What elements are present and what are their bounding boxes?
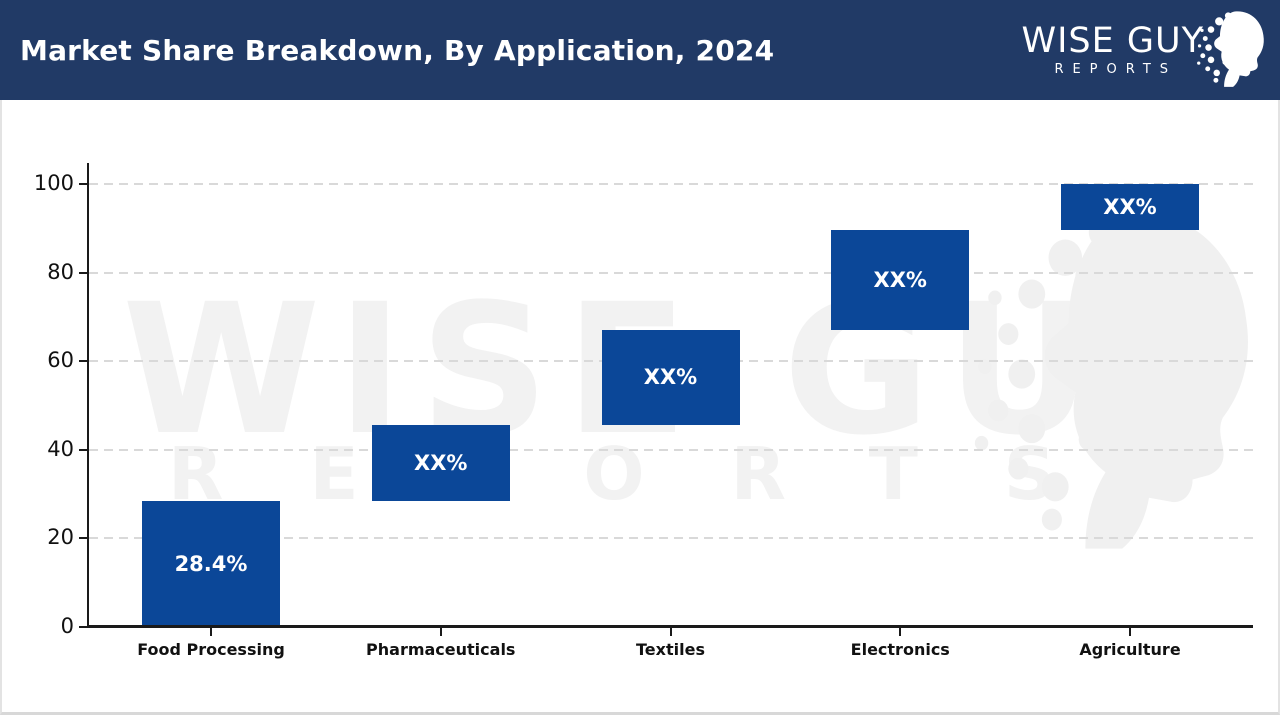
y-tick-label-80: 80 xyxy=(47,259,74,284)
brand-face-icon xyxy=(1197,11,1264,87)
bar-food-processing: 28.4% xyxy=(142,500,280,627)
y-tick-mark-80 xyxy=(79,271,87,274)
x-axis-line xyxy=(87,625,1253,628)
category-label-3: Electronics xyxy=(850,640,950,659)
y-tick-mark-60 xyxy=(79,360,87,362)
y-tick-label-100: 100 xyxy=(33,171,74,195)
bar-value-label: 28.4% xyxy=(174,551,248,576)
y-axis-line xyxy=(87,163,89,627)
category-label-2: Textiles xyxy=(636,640,705,659)
gridline-40 xyxy=(89,448,1253,451)
category-label-1: Pharmaceuticals xyxy=(366,640,516,659)
x-tick-mark-0 xyxy=(210,628,212,636)
bar-electronics: XX% xyxy=(831,230,970,331)
bar-value-label: XX% xyxy=(414,450,468,475)
brand-name: WISE GUY xyxy=(1021,21,1204,62)
x-tick-mark-4 xyxy=(1129,628,1131,636)
header: Market Share Breakdown, By Application, … xyxy=(0,0,1280,100)
gridline-80 xyxy=(89,271,1253,274)
bar-value-label: XX% xyxy=(873,268,927,293)
bar-textiles: XX% xyxy=(601,330,740,425)
brand-logo-text: WISE GUY REPORTS xyxy=(1021,23,1204,77)
y-tick-label-40: 40 xyxy=(47,436,74,461)
y-tick-mark-40 xyxy=(79,448,87,451)
x-tick-mark-2 xyxy=(669,628,672,636)
category-label-0: Food Processing xyxy=(137,640,285,659)
gridline-20 xyxy=(89,537,1253,539)
gridline-100 xyxy=(89,183,1253,185)
x-tick-mark-1 xyxy=(439,628,442,636)
y-tick-label-60: 60 xyxy=(47,348,74,372)
bar-agriculture: XX% xyxy=(1061,184,1199,231)
watermark-subtext: REPORTS xyxy=(168,432,1142,516)
brand-logo: WISE GUY REPORTS xyxy=(1021,5,1270,95)
category-label-4: Agriculture xyxy=(1079,640,1181,659)
page-title: Market Share Breakdown, By Application, … xyxy=(20,33,775,67)
y-tick-label-0: 0 xyxy=(60,613,74,638)
bar-pharmaceuticals: XX% xyxy=(371,424,510,501)
y-tick-label-20: 20 xyxy=(47,525,74,549)
y-tick-mark-0 xyxy=(79,625,87,628)
bar-value-label: XX% xyxy=(1103,195,1157,220)
brand-subname: REPORTS xyxy=(1054,61,1178,77)
x-tick-mark-3 xyxy=(899,628,902,636)
bar-value-label: XX% xyxy=(643,365,698,390)
y-tick-mark-20 xyxy=(79,537,87,539)
y-tick-mark-100 xyxy=(79,183,87,185)
